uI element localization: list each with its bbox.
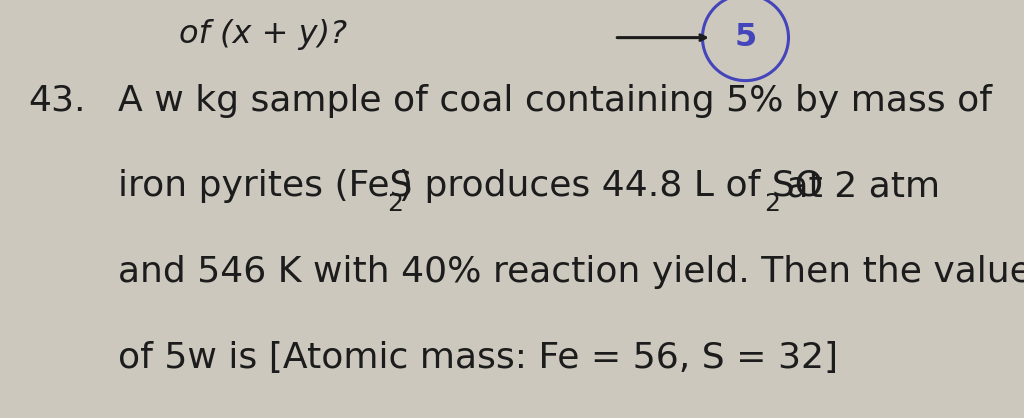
Text: 5: 5 (734, 22, 757, 53)
Text: iron pyrites (FeS: iron pyrites (FeS (118, 169, 412, 203)
Text: ) produces 44.8 L of SO: ) produces 44.8 L of SO (398, 169, 822, 203)
Text: of (x + y)?: of (x + y)? (179, 19, 347, 50)
Text: and 546 K with 40% reaction yield. Then the value: and 546 K with 40% reaction yield. Then … (118, 255, 1024, 289)
Text: of 5w is [Atomic mass: Fe = 56, S = 32]: of 5w is [Atomic mass: Fe = 56, S = 32] (118, 341, 838, 375)
Text: A w kg sample of coal containing 5% by mass of: A w kg sample of coal containing 5% by m… (118, 84, 992, 117)
Text: 43.: 43. (29, 84, 86, 117)
Text: 2: 2 (764, 192, 779, 216)
Text: at 2 atm: at 2 atm (774, 169, 940, 203)
Text: 2: 2 (387, 192, 403, 216)
